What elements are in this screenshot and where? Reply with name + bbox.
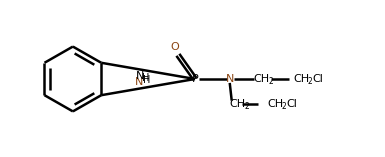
Text: 2: 2 [308,77,313,87]
Text: CH: CH [293,74,309,84]
Text: Cl: Cl [313,74,323,84]
Text: CH: CH [253,74,270,84]
Text: P: P [192,74,198,84]
Text: N: N [134,76,143,87]
Text: 2: 2 [282,102,287,111]
Text: N: N [226,74,234,84]
Text: H: H [142,73,149,83]
Text: O: O [171,42,179,52]
Text: Cl: Cl [287,99,298,108]
Text: H: H [143,75,150,85]
Text: N: N [136,71,144,81]
Text: 2: 2 [268,77,273,87]
Text: CH: CH [229,99,246,108]
Text: 2: 2 [244,102,249,111]
Text: CH: CH [267,99,283,108]
